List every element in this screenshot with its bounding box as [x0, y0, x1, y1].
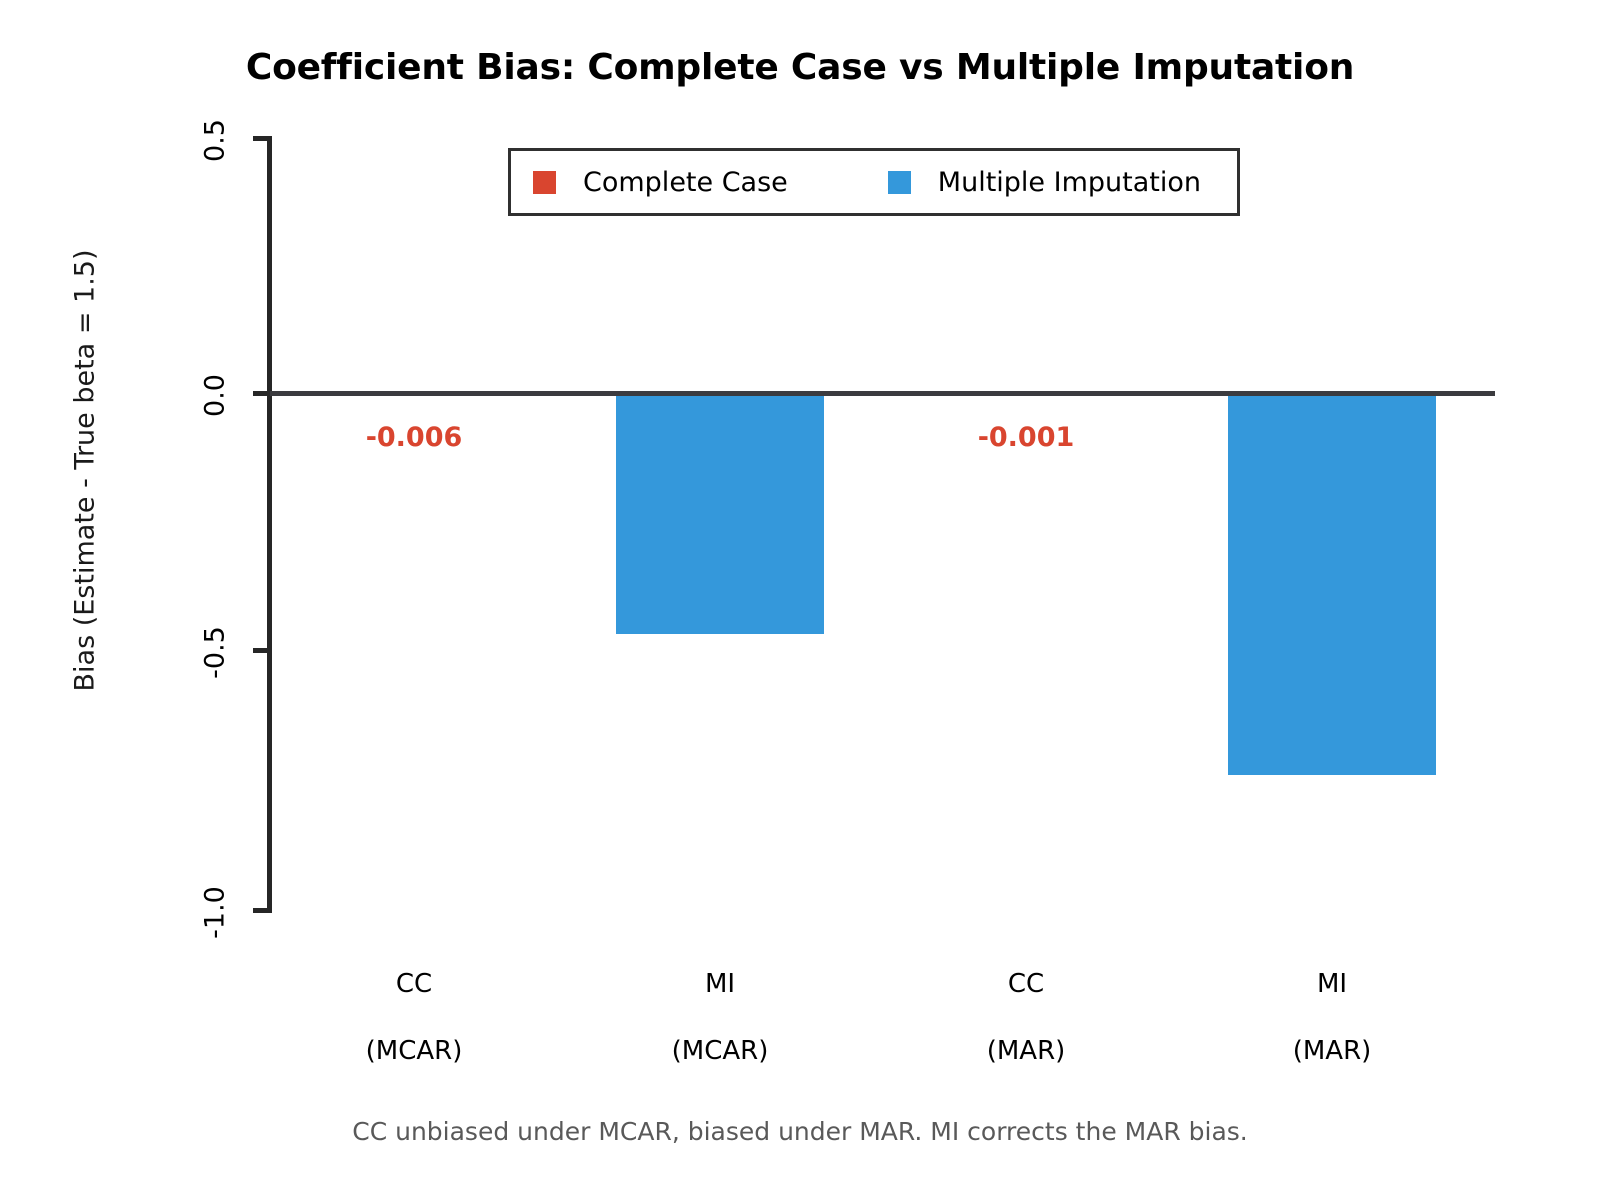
y-tick-mark-1 [253, 391, 271, 396]
x-tick-label-mi-mcar: MI (MCAR) [620, 935, 820, 1101]
value-label-cc-mcar: -0.006 [365, 422, 463, 453]
y-tick-mark-0 [253, 136, 271, 141]
legend-label-multiple-imputation: Multiple Imputation [937, 166, 1201, 198]
chart-title: Coefficient Bias: Complete Case vs Multi… [245, 47, 1355, 88]
legend-entry-complete-case[interactable]: Complete Case [533, 151, 788, 213]
y-axis-spine [267, 136, 272, 913]
x-tick-label-line1: MI [704, 969, 736, 1000]
x-tick-label-line2: (MAR) [1292, 1035, 1372, 1066]
x-tick-label-line2: (MCAR) [365, 1035, 463, 1066]
legend-entry-multiple-imputation[interactable]: Multiple Imputation [887, 151, 1201, 213]
y-tick-mark-3 [253, 908, 271, 913]
x-tick-label-line1: MI [1316, 969, 1348, 1000]
x-tick-label-cc-mar: CC (MAR) [926, 935, 1126, 1101]
y-tick-label-0: 0.5 [199, 119, 231, 162]
y-tick-mark-2 [253, 648, 271, 653]
x-tick-label-mi-mar: MI (MAR) [1232, 935, 1432, 1101]
y-tick-label-2: -0.5 [199, 626, 231, 679]
y-axis-title: Bias (Estimate - True beta = 1.5) [69, 249, 101, 692]
bar-mi-mcar[interactable] [616, 393, 824, 635]
x-tick-label-line1: CC [1007, 969, 1045, 1000]
legend-label-complete-case: Complete Case [583, 166, 788, 198]
x-tick-label-line1: CC [395, 969, 433, 1000]
chart-legend: Complete Case Multiple Imputation [508, 148, 1240, 216]
x-tick-label-cc-mcar: CC (MCAR) [314, 935, 514, 1101]
legend-swatch-icon [887, 170, 911, 194]
y-tick-label-1: 0.0 [199, 374, 231, 417]
bar-mi-mar[interactable] [1228, 393, 1436, 776]
legend-swatch-icon [533, 170, 556, 194]
y-tick-label-3: -1.0 [199, 886, 231, 939]
chart-caption: CC unbiased under MCAR, biased under MAR… [352, 1117, 1248, 1146]
x-tick-label-line2: (MCAR) [671, 1035, 769, 1066]
x-tick-label-line2: (MAR) [986, 1035, 1066, 1066]
value-label-cc-mar: -0.001 [977, 422, 1075, 453]
zero-baseline [270, 391, 1495, 396]
